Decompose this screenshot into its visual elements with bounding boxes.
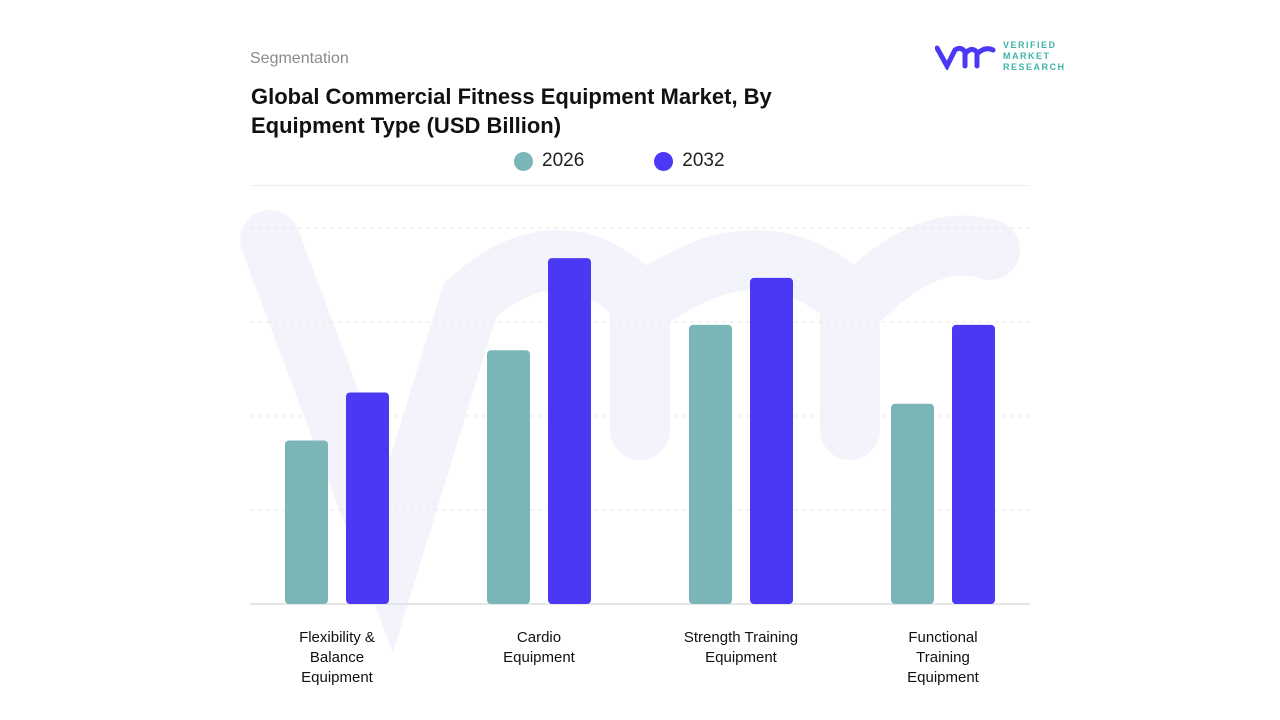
legend-label-2032: 2032 <box>682 150 725 171</box>
bar-2026-3 <box>891 403 934 604</box>
legend-swatch-2032 <box>654 151 674 171</box>
x-tick-label: Flexibility & Balance Equipment <box>299 629 375 686</box>
bar-2032-2 <box>750 277 793 604</box>
x-tick-label: Cardio Equipment <box>503 629 575 666</box>
bar-2032-1 <box>548 258 591 604</box>
legend: 2026 2032 <box>514 150 725 172</box>
bar-2026-0 <box>285 440 328 604</box>
legend-swatch-2026 <box>514 151 533 171</box>
vmr-logo-mark-icon <box>935 45 996 70</box>
logo-text: VERIFIED MARKET RESEARCH <box>1003 40 1066 72</box>
bar-2026-2 <box>689 324 732 604</box>
legend-label-2026: 2026 <box>542 150 585 171</box>
legend-item-2026: 2026 <box>514 150 584 172</box>
vmr-logo: VERIFIED MARKET RESEARCH <box>935 40 1066 73</box>
chart-title: Global Commercial Fitness Equipment Mark… <box>251 84 772 138</box>
bar-2026-1 <box>487 350 530 604</box>
divider <box>250 185 1030 186</box>
bar-2032-0 <box>346 392 389 604</box>
bar-2032-3 <box>952 324 995 604</box>
x-tick-label: Strength Training Equipment <box>683 629 799 666</box>
legend-item-2032: 2032 <box>654 150 725 172</box>
x-tick-label: Functional Training Equipment <box>907 629 979 686</box>
segment-label: Segmentation <box>250 50 349 67</box>
